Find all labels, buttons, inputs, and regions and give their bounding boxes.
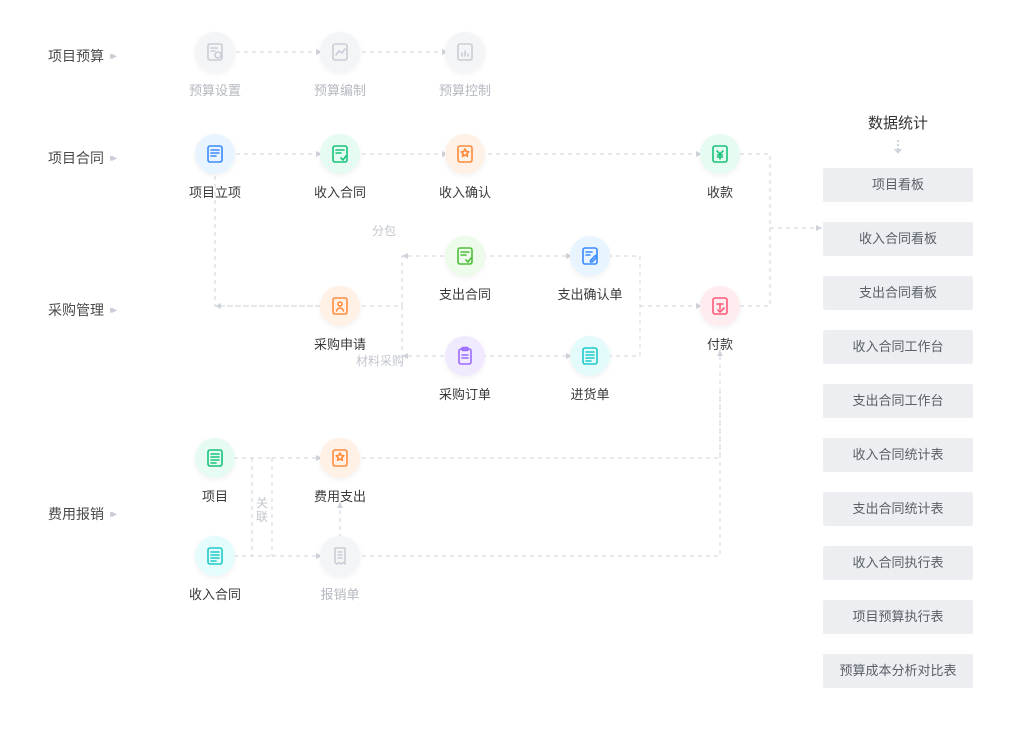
expense_confirm-icon (570, 236, 610, 276)
node-payment[interactable]: 付款 (670, 286, 770, 353)
node-label: 费用支出 (290, 486, 390, 505)
section-chevron-icon: ▸▸▸ (110, 51, 113, 62)
proj_setup-icon (195, 134, 235, 174)
node-goods_in[interactable]: 进货单 (540, 336, 640, 403)
stats-button[interactable]: 收入合同工作台 (823, 330, 973, 364)
section-chevron-icon: ▸▸▸ (110, 153, 113, 164)
purchase_order-icon (445, 336, 485, 376)
budget_control-icon (445, 32, 485, 72)
stats-button[interactable]: 收入合同执行表 (823, 546, 973, 580)
node-label: 收入合同 (165, 584, 265, 603)
section-label-contract: 项目合同 ▸▸▸ (48, 148, 113, 168)
node-income_contract[interactable]: 收入合同 (290, 134, 390, 201)
node-label: 项目 (165, 486, 265, 505)
node-label: 收入合同 (290, 182, 390, 201)
project-icon (195, 438, 235, 478)
node-budget_control: 预算控制 (415, 32, 515, 99)
node-label: 预算控制 (415, 80, 515, 99)
stats-button[interactable]: 支出合同统计表 (823, 492, 973, 526)
reimburse-icon (320, 536, 360, 576)
node-reimburse: 报销单 (290, 536, 390, 603)
node-income_contract2[interactable]: 收入合同 (165, 536, 265, 603)
budget_setting-icon (195, 32, 235, 72)
node-income_confirm[interactable]: 收入确认 (415, 134, 515, 201)
section-label-budget: 项目预算 ▸▸▸ (48, 46, 113, 66)
section-label-text: 费用报销 (48, 504, 104, 524)
node-project[interactable]: 项目 (165, 438, 265, 505)
stats-button[interactable]: 预算成本分析对比表 (823, 654, 973, 688)
node-label: 预算编制 (290, 80, 390, 99)
section-label-text: 采购管理 (48, 300, 104, 320)
node-label: 预算设置 (165, 80, 265, 99)
stats-button[interactable]: 项目预算执行表 (823, 600, 973, 634)
node-label: 项目立项 (165, 182, 265, 201)
hint-text: 材料采购 (356, 352, 404, 369)
stats-button[interactable]: 项目看板 (823, 168, 973, 202)
node-label: 收入确认 (415, 182, 515, 201)
hint-text: 分包 (372, 222, 396, 239)
node-expense_contract[interactable]: 支出合同 (415, 236, 515, 303)
section-label-text: 项目预算 (48, 46, 104, 66)
expense_contract-icon (445, 236, 485, 276)
payment-icon (700, 286, 740, 326)
budget_prep-icon (320, 32, 360, 72)
stats-button[interactable]: 支出合同工作台 (823, 384, 973, 418)
node-purchase_order[interactable]: 采购订单 (415, 336, 515, 403)
section-chevron-icon: ▸▸▸ (110, 305, 113, 316)
section-label-purchase: 采购管理 ▸▸▸ (48, 300, 113, 320)
node-label: 支出确认单 (540, 284, 640, 303)
node-label: 进货单 (540, 384, 640, 403)
goods_in-icon (570, 336, 610, 376)
income_contract-icon (320, 134, 360, 174)
income_confirm-icon (445, 134, 485, 174)
node-label: 支出合同 (415, 284, 515, 303)
node-purchase_req[interactable]: 采购申请 (290, 286, 390, 353)
hint-text: 联 (256, 508, 268, 525)
stats-button[interactable]: 支出合同看板 (823, 276, 973, 310)
node-budget_setting: 预算设置 (165, 32, 265, 99)
node-label: 付款 (670, 334, 770, 353)
section-label-text: 项目合同 (48, 148, 104, 168)
node-budget_prep: 预算编制 (290, 32, 390, 99)
expense_out-icon (320, 438, 360, 478)
node-expense_confirm[interactable]: 支出确认单 (540, 236, 640, 303)
diagram-stage: 项目预算 ▸▸▸ 项目合同 ▸▸▸ 采购管理 ▸▸▸ 费用报销 ▸▸▸ 预算设置 预算编制 预算控制… (0, 0, 1013, 746)
node-label: 采购订单 (415, 384, 515, 403)
node-label: 报销单 (290, 584, 390, 603)
purchase_req-icon (320, 286, 360, 326)
node-receive[interactable]: 收款 (670, 134, 770, 201)
stats-button[interactable]: 收入合同统计表 (823, 438, 973, 472)
node-label: 收款 (670, 182, 770, 201)
stats-button[interactable]: 收入合同看板 (823, 222, 973, 256)
section-chevron-icon: ▸▸▸ (110, 509, 113, 520)
node-proj_setup[interactable]: 项目立项 (165, 134, 265, 201)
income_contract2-icon (195, 536, 235, 576)
down-arrow-icon (823, 138, 973, 161)
node-expense_out[interactable]: 费用支出 (290, 438, 390, 505)
section-label-expense: 费用报销 ▸▸▸ (48, 504, 113, 524)
stats-title: 数据统计 (823, 112, 973, 133)
receive-icon (700, 134, 740, 174)
connector-edge (362, 392, 720, 556)
node-label: 采购申请 (290, 334, 390, 353)
